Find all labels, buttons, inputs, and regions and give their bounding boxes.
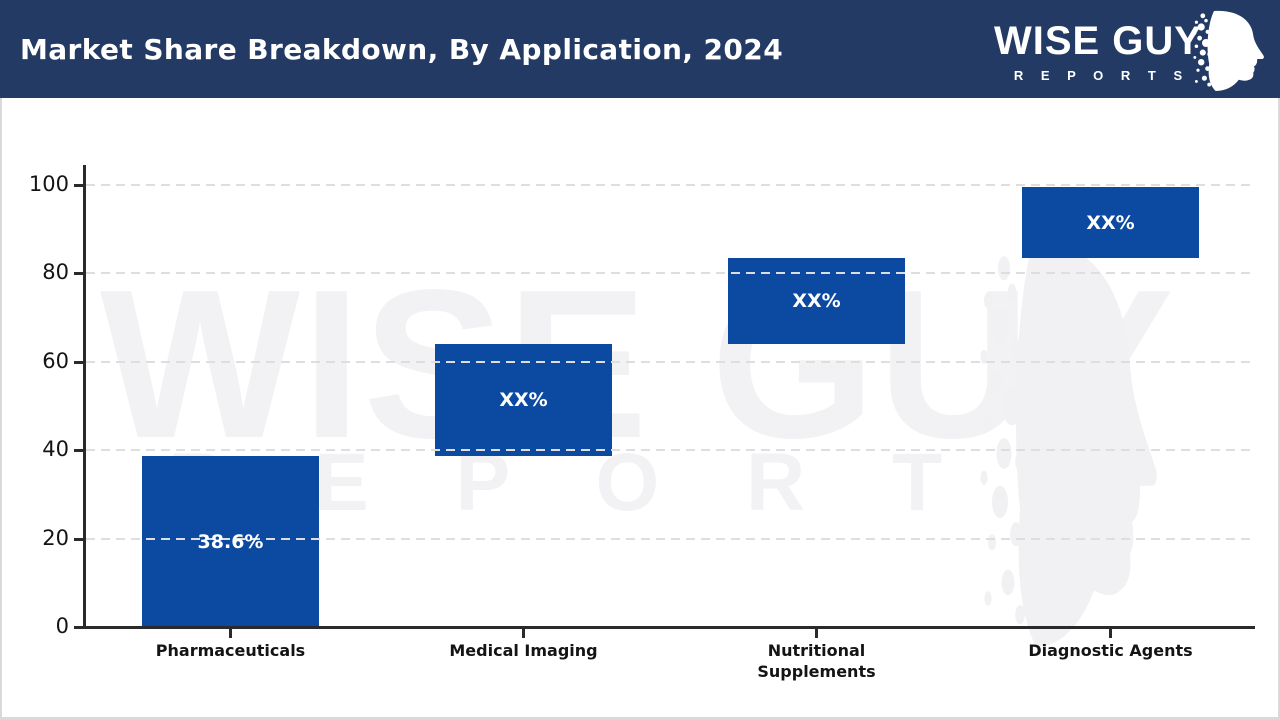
gridline bbox=[86, 449, 1255, 452]
x-axis-tick bbox=[815, 629, 818, 638]
wise-guy-logo: WISE GUY R E P O R T S bbox=[994, 3, 1280, 95]
gridline bbox=[86, 360, 1255, 363]
gridline bbox=[86, 272, 1255, 275]
y-axis-tick bbox=[74, 360, 83, 364]
chart-area: 38.6% XX% XX% XX% 0 20 40 60 80 100 Pharmaceutical… bbox=[0, 98, 1280, 720]
x-axis-label: Pharmaceuticals bbox=[155, 641, 306, 660]
gridline bbox=[86, 537, 1255, 540]
y-axis-tick-label: 20 bbox=[42, 525, 69, 550]
y-axis-tick bbox=[74, 537, 83, 541]
gridline bbox=[86, 184, 1255, 186]
watermark-reports: R E P O R T S bbox=[168, 437, 1116, 528]
logo-text: WISE GUY R E P O R T S bbox=[994, 21, 1202, 83]
y-axis-tick-label: 100 bbox=[28, 172, 69, 196]
x-axis-line bbox=[83, 626, 1255, 629]
y-axis-tick-label: 0 bbox=[55, 614, 69, 638]
bar-nutritional-supplements: XX% bbox=[728, 257, 905, 345]
y-axis-tick-label: 40 bbox=[42, 437, 69, 462]
x-axis-label: Nutritional Supplements bbox=[757, 641, 876, 681]
y-axis-tick bbox=[74, 272, 83, 276]
x-axis-tick bbox=[1109, 629, 1112, 638]
x-axis-label: Diagnostic Agents bbox=[1028, 641, 1193, 660]
bar-medical-imaging: XX% bbox=[435, 344, 612, 457]
logo-face-icon bbox=[1193, 10, 1264, 91]
y-axis-tick-label: 80 bbox=[42, 260, 69, 285]
x-axis-tick bbox=[522, 629, 525, 638]
bar-value-label: XX% bbox=[792, 290, 841, 313]
page-title: Market Share Breakdown, By Application, … bbox=[20, 32, 784, 66]
y-axis-tick-label: 60 bbox=[42, 348, 69, 373]
y-axis-tick bbox=[74, 449, 83, 453]
y-axis-line bbox=[83, 165, 86, 629]
x-axis-label: Medical Imaging bbox=[449, 641, 598, 660]
y-axis-tick bbox=[74, 626, 83, 629]
bar-value-label: 38.6% bbox=[197, 530, 264, 553]
logo-wordmark: WISE GUY bbox=[993, 19, 1202, 63]
bar-diagnostic-agents: XX% bbox=[1022, 187, 1199, 258]
x-axis-tick bbox=[229, 629, 232, 638]
bar-value-label: XX% bbox=[1086, 211, 1135, 234]
y-axis-tick bbox=[74, 184, 83, 187]
bar-value-label: XX% bbox=[499, 389, 548, 412]
logo-subtitle: R E P O R T S bbox=[1013, 68, 1190, 83]
bar-pharmaceuticals: 38.6% bbox=[142, 456, 319, 627]
header: Market Share Breakdown, By Application, … bbox=[0, 0, 1280, 98]
watermark-wise-guy: WISE GUY bbox=[100, 245, 1177, 482]
watermark-face-icon bbox=[980, 243, 1157, 647]
